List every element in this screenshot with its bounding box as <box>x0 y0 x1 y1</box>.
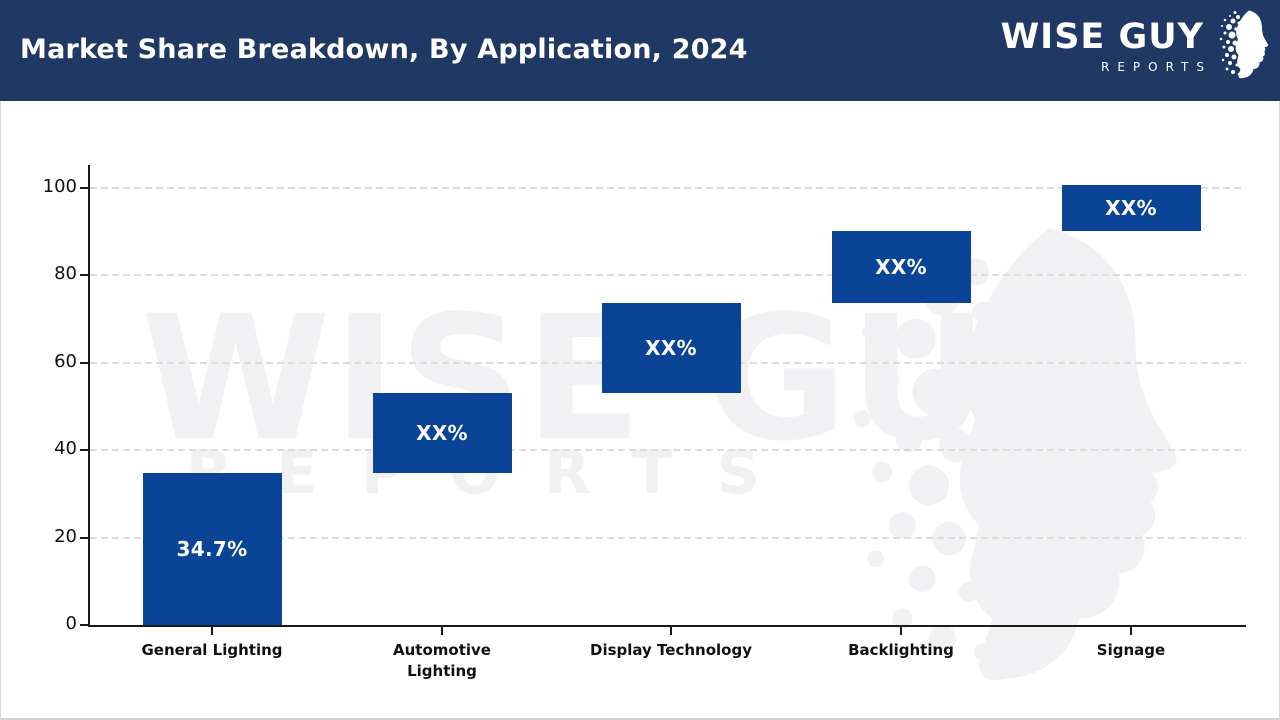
bar-value-label: XX% <box>875 255 927 280</box>
y-axis-tick-label: 20 <box>54 525 77 547</box>
gridline <box>90 274 1246 276</box>
y-axis-tick-label: 80 <box>54 263 77 284</box>
brand-subtitle: REPORTS <box>1100 60 1212 74</box>
bar-general-lighting: 34.7% <box>142 473 282 625</box>
x-axis-tick <box>670 627 672 635</box>
chart-title: Market Share Breakdown, By Application, … <box>20 34 748 65</box>
y-axis-tick <box>80 449 89 451</box>
bar-value-label: XX% <box>1105 196 1157 221</box>
gridline <box>90 536 1246 539</box>
bar-value-label: XX% <box>645 335 697 360</box>
y-axis-tick-label: 0 <box>65 613 77 634</box>
x-axis-category-label: General Lighting <box>141 641 283 659</box>
x-axis-tick <box>441 627 443 635</box>
x-axis-tick <box>900 627 902 635</box>
y-axis-tick-label: 100 <box>42 175 77 197</box>
brand-face-icon <box>1219 10 1269 79</box>
x-axis-category-label: Backlighting <box>848 641 954 659</box>
y-axis-tick <box>80 536 89 539</box>
y-axis-tick <box>80 361 89 364</box>
y-axis-tick <box>80 186 89 189</box>
x-axis-line <box>88 625 1246 627</box>
bar-automotive-lighting: XX% <box>372 392 512 474</box>
x-axis-tick <box>211 627 213 635</box>
y-axis-tick-label: 40 <box>54 438 77 459</box>
bar-value-label: 34.7% <box>176 537 248 562</box>
x-axis-category-label: Display Technology <box>590 641 752 659</box>
watermark-face-logo <box>854 228 1177 681</box>
bar-backlighting: XX% <box>831 231 971 303</box>
y-axis-tick-label: 60 <box>54 350 77 372</box>
y-axis-tick <box>80 274 89 276</box>
y-axis-line <box>88 165 90 626</box>
x-axis-category-label: Automotive Lighting <box>393 641 491 680</box>
gridline <box>90 186 1246 189</box>
x-axis-tick <box>1130 627 1132 635</box>
x-axis-category-label: Signage <box>1096 641 1166 659</box>
bar-display-technology: XX% <box>601 303 741 393</box>
y-axis-tick <box>80 624 89 626</box>
bar-value-label: XX% <box>416 420 468 445</box>
brand-name: WISE GUY <box>1000 17 1204 57</box>
gridline <box>90 449 1246 451</box>
bar-signage: XX% <box>1061 185 1201 232</box>
brand-logo: WISE GUY REPORTS <box>1000 17 1204 75</box>
header-bar: Market Share Breakdown, By Application, … <box>0 0 1280 101</box>
